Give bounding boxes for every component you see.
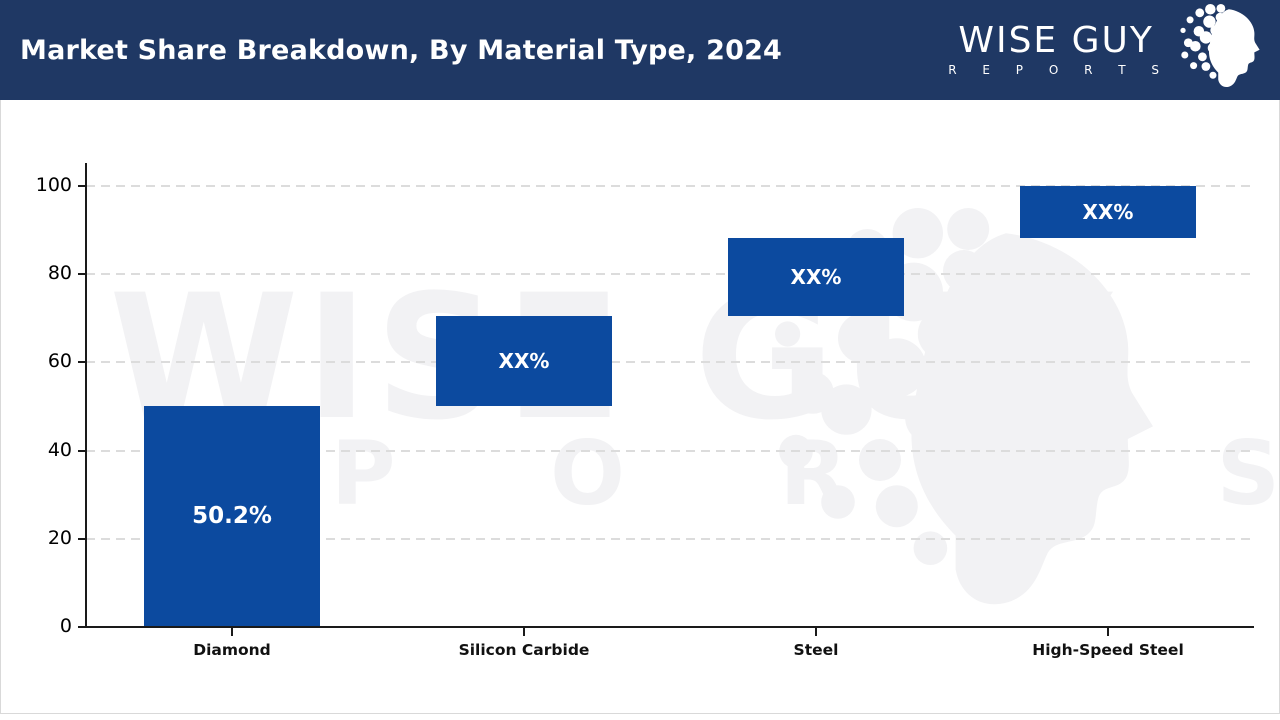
y-tick-label: 80	[47, 262, 72, 285]
bar-diamond: 50.2%	[144, 405, 320, 627]
bar-value-label: XX%	[498, 348, 550, 373]
y-tick-label: 60	[47, 350, 72, 373]
bar-value-label: XX%	[790, 265, 842, 290]
wiseguy-logo-text: WISE GUY R E P O R T S	[942, 20, 1170, 78]
y-gridline	[86, 537, 1254, 540]
chart-card: WISE GUY P O R T S	[0, 100, 1280, 714]
header-banner: Market Share Breakdown, By Material Type…	[0, 0, 1280, 100]
y-axis-line	[85, 163, 87, 628]
x-axis-label: High-Speed Steel	[1032, 641, 1184, 659]
x-axis-label: Steel	[793, 641, 839, 659]
logo-wordmark: WISE GUY	[958, 20, 1154, 61]
y-gridline	[86, 273, 1254, 276]
logo-subtitle: R E P O R T S	[948, 63, 1170, 77]
bar-high-speed-steel: XX%	[1020, 186, 1196, 239]
y-tick	[78, 185, 85, 187]
x-tick	[815, 628, 817, 636]
watermark-head-icon	[749, 208, 1179, 632]
wiseguy-logo: WISE GUY R E P O R T S	[942, 4, 1280, 96]
bar-silicon-carbide: XX%	[436, 316, 612, 406]
y-tick-label: 40	[47, 438, 72, 461]
x-axis-label: Diamond	[193, 641, 271, 659]
x-axis-line	[85, 626, 1254, 628]
y-gridline	[86, 185, 1254, 187]
plot-area: 0 20 40 60 80 100 50.2% Diamond XX% Silicon Carbi…	[1, 100, 1279, 713]
y-tick	[78, 273, 85, 276]
head-profile-icon	[1174, 4, 1266, 96]
bar-steel: XX%	[728, 238, 904, 317]
y-gridline	[86, 449, 1254, 452]
page-title: Market Share Breakdown, By Material Type…	[20, 34, 783, 66]
x-tick	[1107, 628, 1109, 636]
x-tick	[523, 628, 525, 636]
y-tick-label: 100	[35, 174, 72, 196]
x-axis-label: Silicon Carbide	[458, 641, 590, 659]
y-tick	[78, 626, 85, 628]
bar-value-label: XX%	[1082, 200, 1134, 225]
y-tick-label: 20	[47, 526, 72, 549]
y-gridline	[86, 361, 1254, 364]
x-tick	[231, 628, 233, 636]
bar-value-label: 50.2%	[192, 503, 272, 530]
y-tick-label: 0	[59, 615, 72, 637]
y-tick	[78, 449, 85, 452]
y-tick	[78, 537, 85, 540]
y-tick	[78, 361, 85, 364]
